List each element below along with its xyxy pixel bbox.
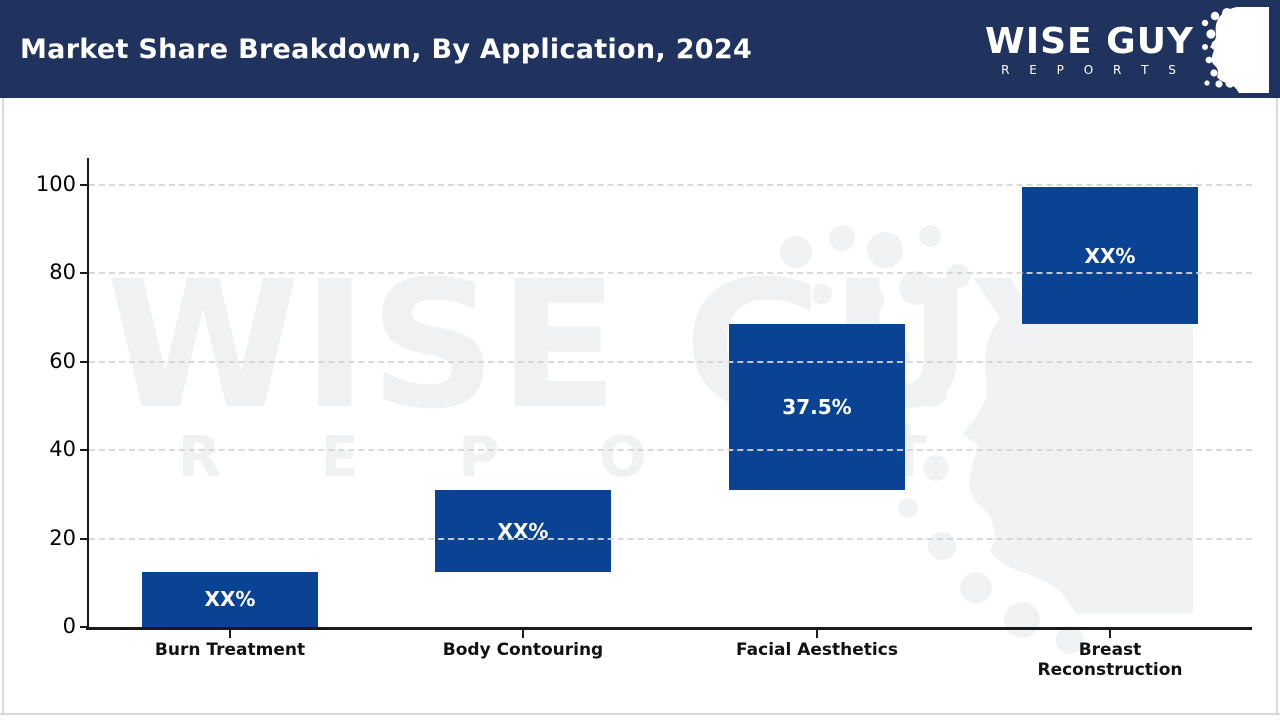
brand-logo: WISE GUY R E P O R T S (985, 6, 1270, 94)
right-border-line (1276, 98, 1278, 715)
y-axis-tick-mark (80, 272, 89, 275)
bar-value-label: 37.5% (782, 395, 852, 420)
y-axis-tick-mark (80, 360, 89, 363)
gridline-20 (89, 537, 1252, 540)
brand-logo-primary-text: WISE GUY (984, 20, 1194, 62)
x-axis-tick-mark (229, 630, 231, 638)
gridline-100 (89, 184, 1252, 186)
x-axis-tick-mark (1109, 630, 1111, 638)
y-axis-tick-mark (80, 449, 89, 452)
watermark-brand-text: WISE GUY (106, 243, 1105, 448)
logo-head-icon (1201, 7, 1269, 93)
gridline-60 (89, 360, 1252, 363)
y-axis-tick-label: 100 (35, 172, 76, 196)
y-axis-tick-label: 80 (49, 260, 76, 285)
x-axis-baseline (86, 627, 1252, 630)
bar-breast-reconstruction: XX% (1022, 187, 1198, 325)
x-axis-category-label: Breast Reconstruction (1037, 640, 1183, 680)
watermark-reports-text: R E P O R T S (178, 425, 1107, 490)
brand-logo-text: WISE GUY R E P O R T S (984, 20, 1194, 78)
y-axis-spine (87, 158, 89, 630)
x-axis-category-label: Body Contouring (442, 640, 604, 660)
gridline-40 (89, 449, 1252, 452)
y-axis-tick-label: 60 (49, 348, 76, 373)
chart-plot: WISE GUY R E P O R T S 0 20 40 60 80 100 XX% Bu… (0, 98, 1280, 720)
bar-value-label: XX% (497, 518, 549, 543)
page-title: Market Share Breakdown, By Application, … (20, 33, 753, 65)
y-axis-tick-mark (80, 184, 89, 186)
x-axis-category-label: Facial Aesthetics (736, 640, 898, 660)
brand-logo-secondary-text: R E P O R T S (1001, 63, 1184, 78)
y-axis-tick-mark (80, 626, 89, 628)
y-axis-tick-mark (80, 537, 89, 540)
bottom-border-line (0, 713, 1280, 715)
bar-facial-aesthetics: 37.5% (729, 324, 905, 490)
bar-value-label: XX% (1084, 243, 1136, 268)
bar-burn-treatment: XX% (142, 571, 318, 627)
bar-body-contouring: XX% (435, 489, 611, 572)
y-axis-tick-label: 20 (49, 525, 76, 550)
x-axis-tick-mark (816, 630, 818, 638)
bar-value-label: XX% (204, 587, 256, 612)
x-axis-tick-mark (522, 630, 524, 638)
header-bar: Market Share Breakdown, By Application, … (0, 0, 1280, 98)
x-axis-category-label: Burn Treatment (154, 640, 306, 660)
y-axis-tick-label: 0 (62, 614, 76, 638)
y-axis-tick-label: 40 (49, 437, 76, 462)
left-border-line (2, 98, 4, 715)
